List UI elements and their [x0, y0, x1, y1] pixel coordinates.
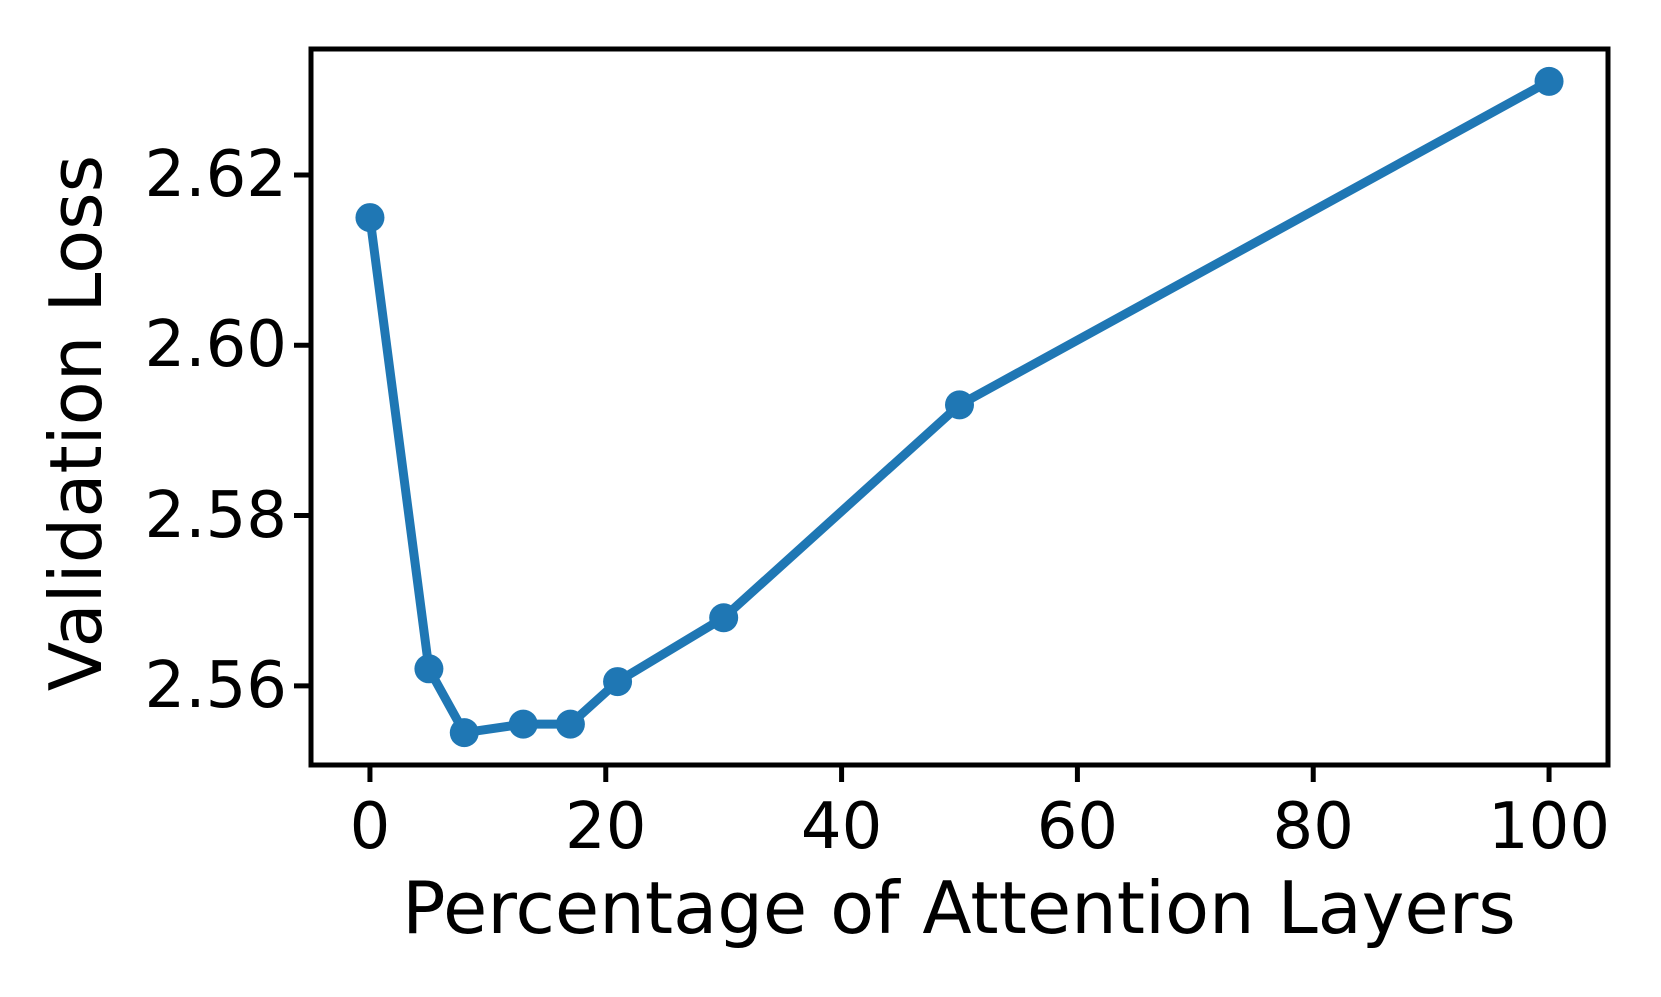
y-tick-label: 2.56 [144, 648, 288, 723]
x-tick-label: 80 [1272, 790, 1354, 864]
x-tick-label: 60 [1036, 790, 1119, 864]
x-tick-label: 20 [565, 790, 647, 864]
data-point-marker [555, 709, 585, 739]
plot-border [308, 46, 1611, 768]
data-point-marker [945, 390, 974, 420]
y-tick-label: 2.62 [144, 138, 288, 212]
data-point-marker [355, 203, 385, 233]
x-tick-label: 100 [1487, 790, 1611, 864]
x-tick-label: 0 [349, 790, 391, 864]
y-axis-title: Validation Loss [34, 154, 118, 692]
x-axis-title: Percentage of Attention Layers [402, 866, 1516, 950]
data-point-marker [1534, 66, 1564, 96]
data-point-marker [449, 718, 479, 748]
data-point-marker [508, 709, 538, 739]
data-point-marker [414, 654, 444, 684]
x-tick-label: 40 [800, 790, 883, 864]
data-point-marker [603, 667, 633, 697]
data-point-marker [709, 603, 739, 633]
y-tick-label: 2.58 [144, 478, 288, 553]
y-tick-label: 2.60 [144, 308, 288, 383]
